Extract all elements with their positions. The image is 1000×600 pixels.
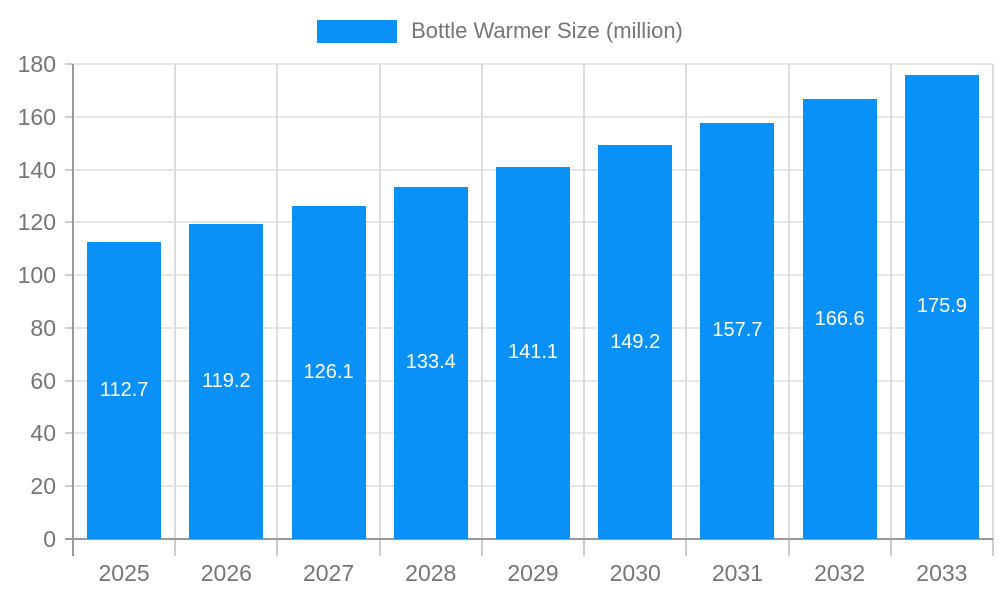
gridline-vertical xyxy=(174,64,177,539)
bar-value-label: 166.6 xyxy=(814,307,865,330)
x-axis-label: 2026 xyxy=(200,560,252,586)
bar-value-label: 141.1 xyxy=(507,341,559,364)
y-axis-label: 60 xyxy=(30,367,56,394)
bar-2025[interactable]: 112.7 xyxy=(87,241,162,539)
bar-2027[interactable]: 126.1 xyxy=(291,206,366,539)
y-axis-tick xyxy=(65,221,73,224)
x-axis-line xyxy=(65,538,993,540)
gridline-vertical xyxy=(992,64,994,539)
x-axis-label: 2029 xyxy=(507,560,559,586)
y-axis-label: 40 xyxy=(30,420,56,447)
legend-label: Bottle Warmer Size (million) xyxy=(411,18,683,43)
legend-swatch xyxy=(317,19,398,43)
y-axis-label: 120 xyxy=(17,209,56,236)
plot-area: 0 20 40 60 80 100 120 140 160 180 112.7 2025 119.2 20… xyxy=(18,51,994,586)
y-axis-label: 140 xyxy=(17,156,56,183)
bar-value-label: 149.2 xyxy=(610,330,661,353)
bar-2028[interactable]: 133.4 xyxy=(393,186,468,539)
bar-value-label: 126.1 xyxy=(303,361,354,384)
x-axis-tick xyxy=(889,539,892,556)
x-axis-tick xyxy=(174,539,177,556)
x-axis-tick xyxy=(685,539,688,556)
y-axis-tick xyxy=(65,63,73,65)
x-axis-label: 2025 xyxy=(98,560,150,586)
legend-item[interactable]: Bottle Warmer Size (million) xyxy=(0,18,1000,44)
x-axis-label: 2032 xyxy=(814,560,866,586)
gridline-horizontal xyxy=(73,63,993,65)
y-axis-label: 80 xyxy=(30,314,56,341)
x-axis-tick xyxy=(276,539,279,556)
gridline-vertical xyxy=(889,64,892,539)
y-axis-tick xyxy=(65,326,73,329)
gridline-vertical xyxy=(583,64,586,539)
x-axis-label: 2028 xyxy=(405,560,457,586)
y-axis-tick xyxy=(65,115,73,118)
y-axis-label: 160 xyxy=(17,103,56,130)
bar-2033[interactable]: 175.9 xyxy=(904,74,979,539)
y-axis-tick xyxy=(65,432,73,435)
bar-2031[interactable]: 157.7 xyxy=(700,122,775,539)
x-axis-label: 2030 xyxy=(609,560,661,586)
gridline-vertical xyxy=(378,64,381,539)
x-axis-tick xyxy=(378,539,381,556)
bar-2032[interactable]: 166.6 xyxy=(802,99,877,539)
y-axis-label: 0 xyxy=(43,526,56,552)
bar-value-label: 157.7 xyxy=(712,319,763,342)
gridline-vertical xyxy=(685,64,688,539)
x-axis-tick xyxy=(787,539,790,556)
bar-value-label: 175.9 xyxy=(916,295,967,318)
gridline-horizontal xyxy=(73,115,993,118)
bar-2030[interactable]: 149.2 xyxy=(598,145,673,539)
x-axis-tick xyxy=(992,539,994,556)
bar-value-label: 119.2 xyxy=(202,370,251,393)
bar-value-label: 112.7 xyxy=(99,378,149,401)
y-axis-label: 180 xyxy=(17,51,56,77)
y-axis-label: 20 xyxy=(30,473,56,500)
y-axis-tick xyxy=(65,168,73,171)
gridline-vertical xyxy=(480,64,483,539)
bar-2026[interactable]: 119.2 xyxy=(189,224,264,539)
y-axis-label: 100 xyxy=(17,262,56,289)
bar-2029[interactable]: 141.1 xyxy=(496,166,570,539)
y-axis-tick xyxy=(65,485,73,488)
bar-value-label: 133.4 xyxy=(405,351,456,374)
x-axis-label: 2033 xyxy=(916,560,968,586)
x-axis-label: 2027 xyxy=(302,560,355,586)
gridline-vertical xyxy=(276,64,279,539)
y-axis-tick xyxy=(65,274,73,277)
x-axis-tick xyxy=(583,539,586,556)
y-axis-line xyxy=(72,64,74,556)
x-axis-tick xyxy=(480,539,483,556)
gridline-vertical xyxy=(787,64,790,539)
x-axis-label: 2031 xyxy=(711,560,764,586)
y-axis-tick xyxy=(65,379,73,382)
